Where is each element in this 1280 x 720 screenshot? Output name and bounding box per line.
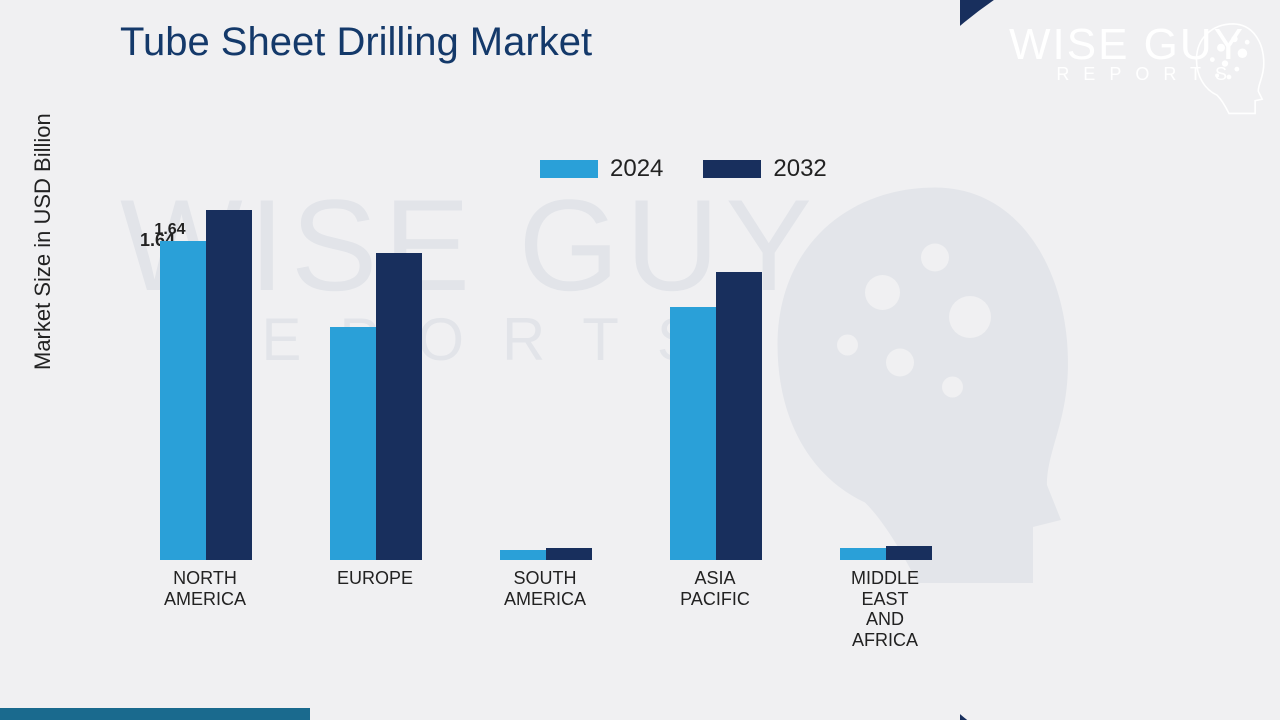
bar-value-label: 1.64 [140, 221, 200, 239]
bar [546, 548, 592, 560]
bar [840, 548, 886, 560]
watermark-head-icon [720, 170, 1080, 590]
bar [206, 210, 252, 560]
category-label: MIDDLEEASTANDAFRICA [820, 568, 950, 651]
legend-swatch-1 [703, 160, 761, 178]
category-label: NORTHAMERICA [140, 568, 270, 609]
legend-item-1: 2032 [703, 155, 826, 183]
bar [500, 550, 546, 560]
bar [376, 253, 422, 560]
legend-item-0: 2024 [540, 155, 663, 183]
chart-title: Tube Sheet Drilling Market [120, 20, 592, 65]
brand-head-icon [1185, 20, 1265, 115]
legend-label-1: 2032 [773, 155, 826, 183]
bar [330, 327, 376, 561]
bar [670, 307, 716, 560]
legend: 2024 2032 [540, 155, 827, 183]
category-label: SOUTHAMERICA [480, 568, 610, 609]
legend-label-0: 2024 [610, 155, 663, 183]
bar [716, 272, 762, 560]
y-axis-label: Market Size in USD Billion [30, 113, 56, 370]
category-label: ASIAPACIFIC [650, 568, 780, 609]
legend-swatch-0 [540, 160, 598, 178]
stage: WISE GUY REPORTS Tube Sheet Drilling Mar… [0, 0, 1280, 720]
bar [886, 546, 932, 560]
bar [160, 241, 206, 560]
category-label: EUROPE [310, 568, 440, 589]
bottom-accent-bar [0, 708, 310, 720]
